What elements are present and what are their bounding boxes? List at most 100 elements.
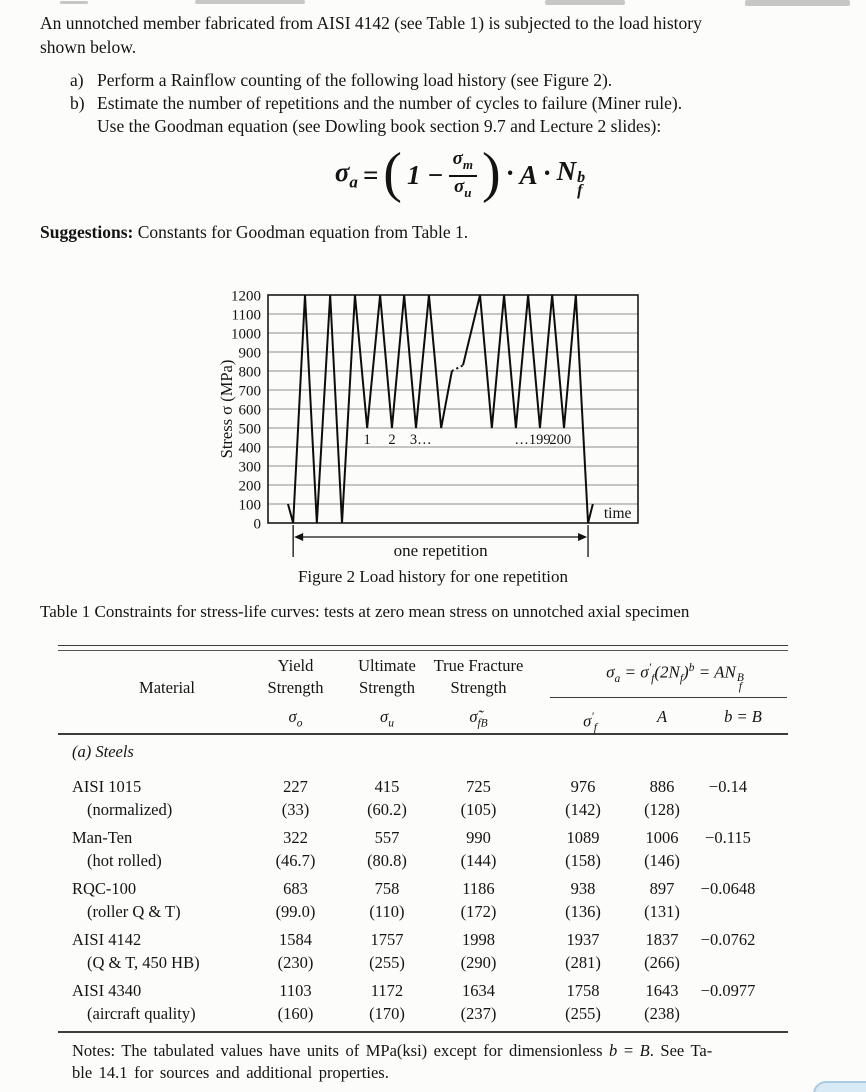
y-tick-label: 1000	[231, 327, 261, 343]
table-cell: (290)	[460, 953, 497, 972]
scan-artifact	[545, 0, 625, 5]
intro-line-2: shown below.	[40, 37, 137, 57]
table-cell: Man-Ten	[72, 828, 133, 847]
eq-dot: ·	[542, 157, 552, 188]
table-cell: 1837	[645, 930, 679, 949]
scan-artifact	[60, 1, 88, 4]
table-cell: (131)	[644, 902, 680, 921]
col-header-fracture-2: Strength	[450, 678, 507, 697]
y-tick-label: 800	[239, 365, 262, 381]
arrowhead-right	[578, 533, 588, 541]
plot-border	[267, 294, 639, 524]
cycle-number-label: 3…	[410, 432, 432, 448]
table-cell: 990	[466, 828, 491, 847]
table-cell: (281)	[565, 953, 601, 972]
y-tick-label: 300	[239, 460, 262, 476]
y-tick-label: 0	[254, 517, 262, 533]
table-cell: (142)	[565, 800, 601, 819]
table-cell: (normalized)	[87, 800, 173, 819]
table-cell: (136)	[565, 902, 601, 921]
table-row: AISI 4142 1584 1757 1998 1937 1837 −0.0762 (Q &…	[58, 928, 788, 974]
table-cell: −0.0762	[700, 930, 756, 949]
table-cell: 1089	[566, 828, 600, 847]
table-cell: (266)	[644, 953, 680, 972]
scan-artifact	[195, 0, 305, 4]
table-cell: 1584	[279, 930, 312, 949]
table-cell: (255)	[369, 953, 405, 972]
sub-header-A: A	[656, 707, 668, 726]
eq-factor-A: A	[519, 159, 538, 190]
table-cell	[698, 900, 788, 923]
table-cell: 227	[283, 777, 308, 796]
y-tick-label: 1200	[231, 289, 261, 305]
table-cell: (160)	[277, 1004, 314, 1023]
table-cell: (99.0)	[275, 902, 316, 921]
table-cell: (255)	[565, 1004, 601, 1023]
col-header-ultimate: Ultimate	[358, 656, 416, 675]
table-cell: 976	[570, 777, 596, 796]
table-cell: (230)	[277, 953, 314, 972]
col-header-yield-2: Strength	[267, 678, 324, 697]
y-tick-label: 1100	[232, 308, 261, 324]
item-b-text: Estimate the number of repetitions and t…	[97, 93, 683, 113]
notes-line-1: Notes: The tabulated values have units o…	[72, 1040, 713, 1060]
table-cell: 1634	[462, 981, 495, 1000]
eq-equals: =	[362, 159, 379, 190]
y-tick-label: 900	[239, 346, 262, 362]
table-cell: 683	[283, 879, 308, 898]
col-header-ultimate-2: Strength	[359, 678, 415, 697]
table-row: AISI 4340 1103 1172 1634 1758 1643 −0.0977 (air…	[58, 979, 788, 1025]
y-tick-label: 400	[239, 441, 262, 457]
table-cell: AISI 4142	[72, 930, 142, 949]
table-cell: 758	[374, 879, 400, 898]
intro-line-1: An unnotched member fabricated from AISI…	[40, 13, 702, 33]
sub-header-sigma-o: σo	[288, 707, 303, 730]
table-cell: (146)	[644, 851, 680, 870]
col-header-material: Material	[139, 678, 195, 697]
col-header-fracture: True Fracture	[433, 656, 524, 675]
table-cell: −0.14	[708, 777, 748, 796]
table-cell	[698, 798, 788, 821]
table-cell: (144)	[460, 851, 497, 870]
equation-underline-rule	[550, 697, 787, 699]
table-cell: (237)	[460, 1004, 497, 1023]
table-cell: (158)	[565, 851, 601, 870]
item-a-text: Perform a Rainflow counting of the follo…	[97, 70, 613, 90]
overlay-blob	[813, 1081, 866, 1092]
suggestions-text: Constants for Goodman equation from Tabl…	[133, 222, 469, 242]
table-cell: −0.0977	[700, 981, 756, 1000]
load-history-break	[451, 364, 464, 372]
table-row: AISI 1015 227 415 725 976 886 −0.14 (normalized…	[58, 775, 788, 821]
item-b-text-2: Use the Goodman equation (see Dowling bo…	[97, 116, 662, 136]
suggestions-line: Suggestions: Constants for Goodman equat…	[40, 221, 468, 243]
table-cell: (46.7)	[275, 851, 316, 870]
table-row: Man-Ten 322 557 990 1089 1006 −0.115 (hot rolle…	[58, 826, 788, 872]
y-tick-label: 700	[239, 384, 262, 400]
eq-dot: ·	[505, 157, 515, 188]
cycle-number-label: …199	[514, 432, 550, 448]
load-history-line	[462, 294, 594, 524]
notes-line-2: ble 14.1 for sources and additional prop…	[72, 1062, 389, 1082]
arrowhead-left	[294, 533, 304, 541]
item-a-marker: a)	[70, 70, 84, 90]
table-cell: (60.2)	[367, 800, 407, 819]
cycle-number-label: 200	[549, 432, 571, 448]
load-history-line	[287, 294, 453, 524]
table-cell: 1998	[462, 930, 495, 949]
table-cell: (170)	[369, 1004, 405, 1023]
y-axis-label: Stress σ (MPa)	[217, 360, 236, 459]
table-notes: Notes: The tabulated values have units o…	[58, 1040, 762, 1084]
eq-sigma-a: σa	[334, 157, 358, 192]
table-cell: (238)	[644, 1004, 680, 1023]
table-cell: 897	[649, 879, 675, 898]
table-cell: 415	[374, 777, 400, 796]
table-cell: RQC-100	[72, 879, 137, 898]
eq-fraction: σm σu	[448, 149, 477, 203]
table-title: Table 1 Constraints for stress-life curv…	[40, 602, 690, 621]
load-history-figure: 1200110010009008007006005004003002001000…	[217, 289, 639, 560]
table-cell: (hot rolled)	[87, 851, 162, 870]
table-cell: 725	[466, 777, 491, 796]
table-cell	[698, 951, 788, 974]
table-cell: 1937	[566, 930, 600, 949]
